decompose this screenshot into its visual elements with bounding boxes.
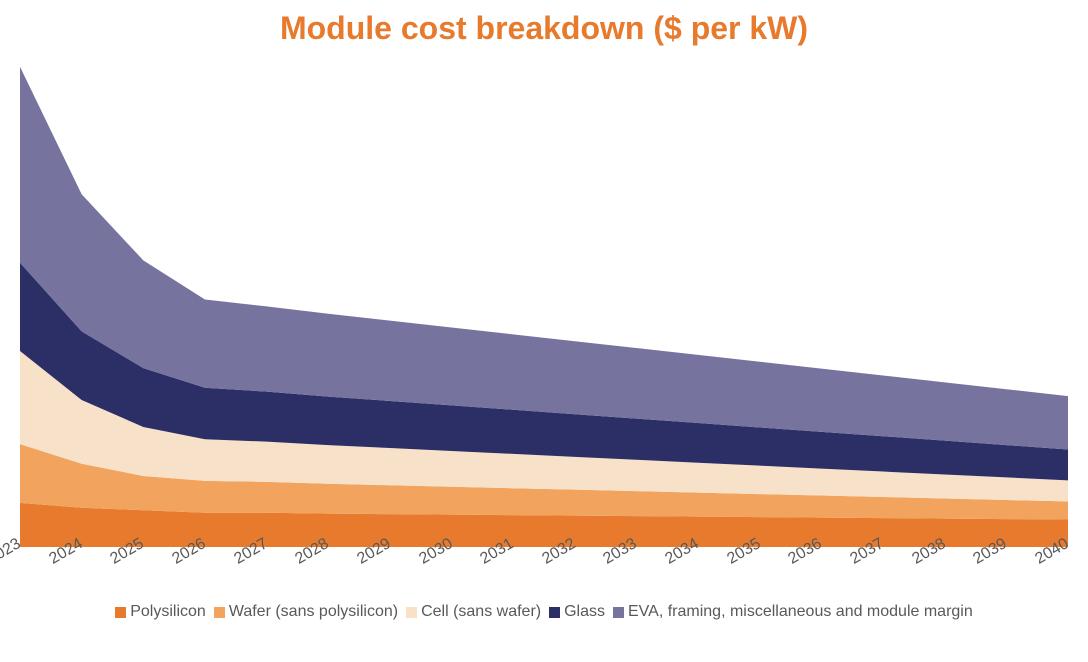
legend-swatch [214,607,225,618]
chart-title: Module cost breakdown ($ per kW) [20,10,1068,47]
legend-item: Wafer (sans polysilicon) [214,603,398,621]
plot-wrap [20,57,1068,547]
legend: Polysilicon Wafer (sans polysilicon) Cell … [20,603,1068,621]
legend-item: Cell (sans wafer) [406,603,541,621]
legend-label: Cell (sans wafer) [421,603,541,621]
legend-label: Polysilicon [130,603,206,621]
legend-label: Wafer (sans polysilicon) [229,603,398,621]
legend-item: Polysilicon [115,603,206,621]
legend-label: EVA, framing, miscellaneous and module m… [628,603,973,621]
chart-container: Module cost breakdown ($ per kW) 2023202… [0,0,1088,662]
legend-swatch [406,607,417,618]
legend-item: EVA, framing, miscellaneous and module m… [613,603,973,621]
x-axis: 2023202420252026202720282029203020312032… [20,553,1068,593]
legend-label: Glass [564,603,605,621]
legend-item: Glass [549,603,605,621]
legend-swatch [613,607,624,618]
legend-swatch [115,607,126,618]
stacked-area-plot [20,57,1068,547]
legend-swatch [549,607,560,618]
